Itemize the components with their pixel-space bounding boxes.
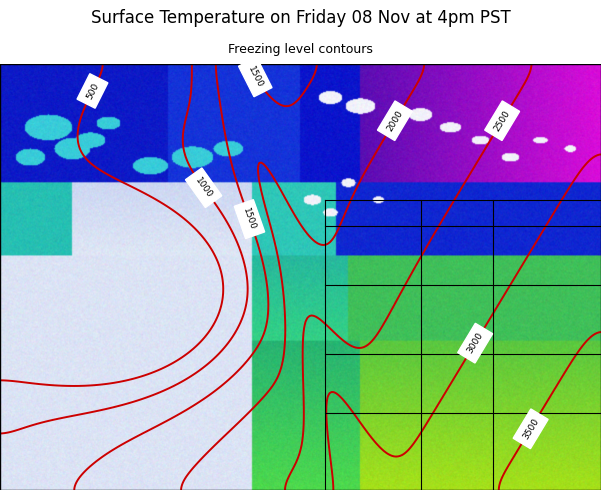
Text: 1000: 1000 <box>194 176 214 200</box>
Text: 3500: 3500 <box>521 416 540 441</box>
Text: Surface Temperature on Friday 08 Nov at 4pm PST: Surface Temperature on Friday 08 Nov at … <box>91 9 510 27</box>
Text: 1500: 1500 <box>246 65 264 89</box>
Text: 2500: 2500 <box>492 109 512 133</box>
Text: 500: 500 <box>85 81 100 100</box>
Text: Freezing level contours: Freezing level contours <box>228 43 373 56</box>
Text: 1500: 1500 <box>242 207 257 231</box>
Text: 2000: 2000 <box>385 109 404 133</box>
Text: 3000: 3000 <box>465 331 485 355</box>
